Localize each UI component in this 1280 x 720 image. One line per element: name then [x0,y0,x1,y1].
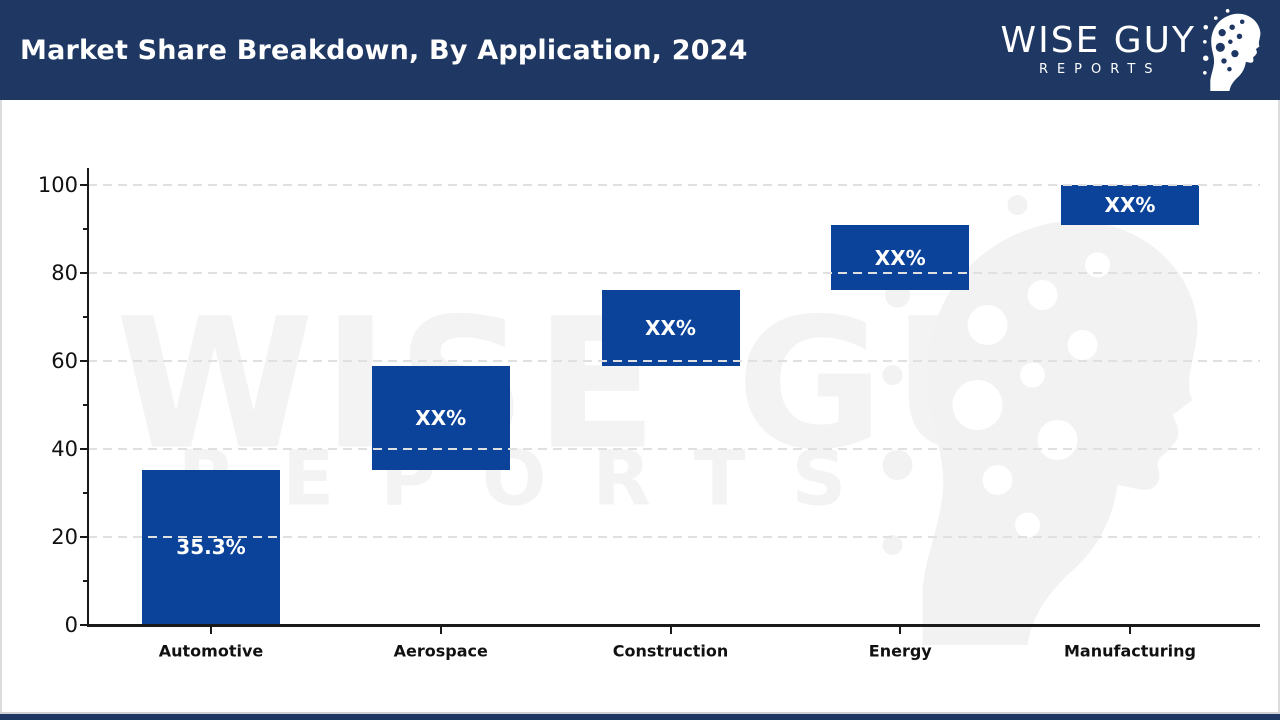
logo-text: WISE GUY REPORTS [1000,20,1197,78]
header-bar: Market Share Breakdown, By Application, … [0,0,1280,100]
x-category-label: Aerospace [393,641,488,661]
y-tick-label: 40 [51,437,78,461]
y-tick-label: 20 [51,525,78,549]
watermark-subtitle: REPORTS [177,433,893,523]
footer-bar [0,714,1280,720]
watermark-head-icon [882,195,1198,645]
waterfall-bar-manufacturing [1061,185,1199,226]
bar-value-label: XX% [1104,193,1156,218]
wiseguy-logo: WISE GUY REPORTS [1001,9,1280,91]
page-border-bottom [0,712,1280,714]
gridline [88,360,1260,362]
y-axis-minor-tick [83,316,87,318]
x-category-label: Energy [868,641,932,661]
gridline [88,448,1260,450]
y-axis-minor-tick [83,404,87,406]
y-tick-label: 100 [37,173,78,197]
waterfall-bar-aerospace [371,366,510,470]
bar-value-label: 35.3% [176,535,246,560]
y-tick-label: 80 [51,261,78,285]
x-category-label: Automotive [158,641,264,661]
bar-value-label: XX% [874,245,926,270]
y-axis-tick [80,448,87,450]
y-axis-tick [80,184,87,186]
y-axis-minor-tick [83,492,87,494]
page-border-left [0,100,2,714]
x-axis-tick [899,627,902,634]
chart-title: Market Share Breakdown, By Application, … [20,34,748,66]
x-axis-tick [210,627,212,634]
bar-value-label: XX% [645,316,696,341]
x-axis-tick [439,627,442,634]
page-border-right [1278,100,1280,714]
logo-subtitle: REPORTS [1038,62,1162,77]
logo-wordmark: WISE GUY [1000,20,1196,61]
y-axis-tick [80,624,87,626]
y-tick-label: 60 [51,349,78,373]
y-axis-spine [87,168,89,626]
gridline [88,536,1260,538]
gridline [88,272,1260,274]
x-axis-tick [669,627,672,634]
waterfall-bar-construction [601,290,740,367]
y-tick-label: 0 [64,613,78,637]
x-category-label: Construction [612,641,729,661]
x-axis-spine [87,624,1260,627]
y-axis-tick [80,360,87,362]
y-axis-minor-tick [83,228,87,230]
y-axis-tick [80,536,87,538]
wiseguy-head-icon [1203,9,1261,91]
waterfall-bar-energy [831,225,970,291]
x-category-label: Manufacturing [1064,641,1196,661]
y-axis-tick [80,272,87,274]
x-axis-tick [1129,627,1131,634]
gridline [88,184,1260,186]
y-axis-minor-tick [83,580,87,582]
waterfall-bar-automotive [142,469,280,625]
bar-value-label: XX% [415,405,467,430]
